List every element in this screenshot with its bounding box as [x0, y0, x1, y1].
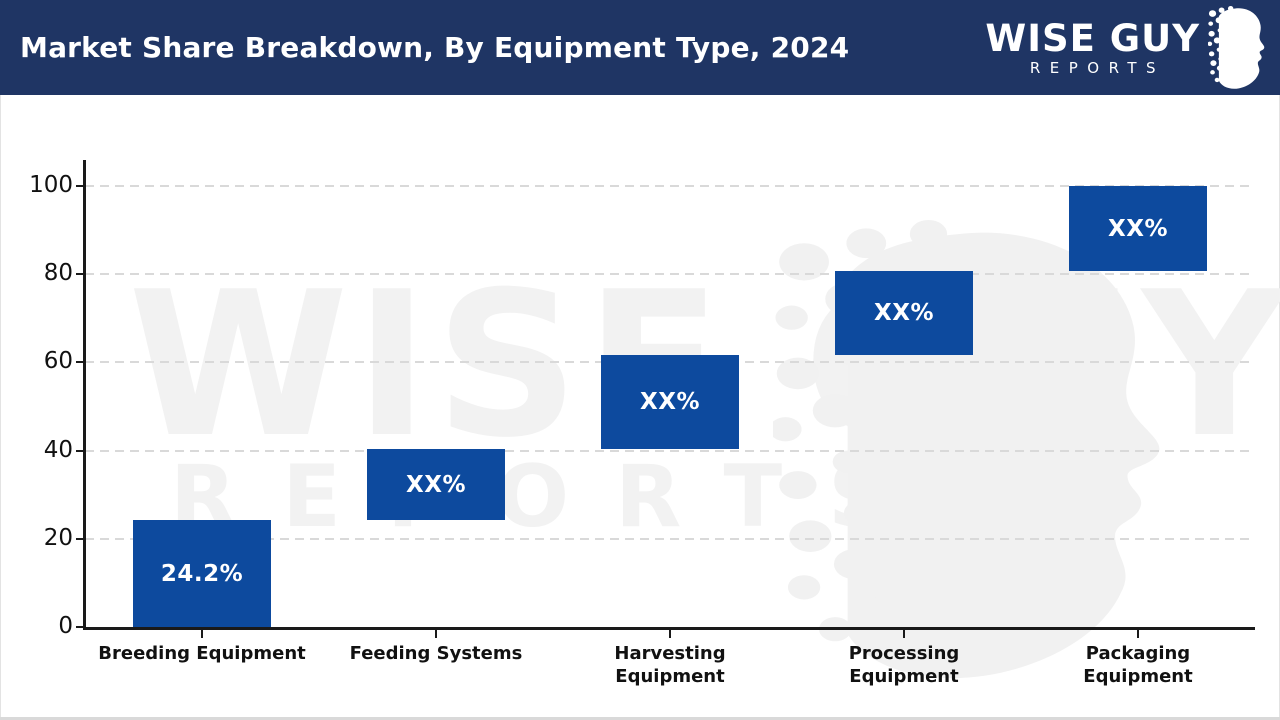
- bar-value-label-3: XX%: [639, 389, 700, 416]
- y-tick-label-60: 60: [43, 348, 73, 375]
- bar-value-label-5: XX%: [1107, 215, 1168, 242]
- gridline-100: [85, 185, 1255, 187]
- y-tick-label-20: 20: [43, 524, 73, 551]
- y-tick-label-80: 80: [43, 260, 73, 287]
- header-bar: Market Share Breakdown, By Equipment Typ…: [0, 0, 1280, 95]
- bar-2: XX%: [367, 449, 505, 521]
- bar-value-label-1: 24.2%: [160, 560, 244, 587]
- brand-sub: REPORTS: [1029, 58, 1166, 77]
- x-tick-mark-1: [201, 629, 203, 638]
- brand-name: WISE GUY: [985, 16, 1200, 60]
- bar-3: XX%: [601, 355, 739, 450]
- x-category-label-5: Packaging Equipment: [1083, 643, 1193, 687]
- x-category-label-3: Harvesting Equipment: [614, 643, 726, 687]
- bar-4: XX%: [835, 271, 973, 356]
- y-tick-label-100: 100: [29, 172, 73, 198]
- x-tick-mark-5: [1137, 629, 1139, 638]
- y-tick-label-0: 0: [58, 613, 73, 639]
- bar-1: 24.2%: [133, 520, 271, 627]
- x-tick-mark-3: [669, 629, 671, 638]
- bar-value-label-2: XX%: [405, 471, 466, 498]
- y-tick-mark-60: [76, 361, 85, 364]
- brand-logo: WISE GUY REPORTS: [985, 0, 1266, 95]
- gridline-20: [85, 537, 1255, 540]
- brand-text: WISE GUY REPORTS: [985, 20, 1200, 76]
- y-tick-label-40: 40: [43, 436, 73, 463]
- page-title: Market Share Breakdown, By Equipment Typ…: [20, 31, 850, 64]
- y-tick-mark-100: [76, 185, 85, 187]
- bar-5: XX%: [1069, 186, 1207, 272]
- x-category-label-2: Feeding Systems: [349, 643, 523, 664]
- x-category-label-4: Processing Equipment: [848, 643, 960, 687]
- x-axis-line: [83, 627, 1255, 630]
- y-tick-mark-40: [76, 449, 85, 452]
- y-tick-mark-80: [76, 273, 85, 276]
- gridline-40: [85, 449, 1255, 452]
- gridline-80: [85, 273, 1255, 276]
- y-tick-mark-0: [76, 626, 85, 628]
- bar-value-label-4: XX%: [873, 300, 934, 327]
- x-tick-mark-2: [435, 629, 437, 638]
- y-tick-mark-20: [76, 537, 85, 540]
- x-tick-mark-4: [903, 629, 905, 638]
- x-category-label-1: Breeding Equipment: [98, 643, 306, 664]
- y-axis-line: [83, 160, 86, 629]
